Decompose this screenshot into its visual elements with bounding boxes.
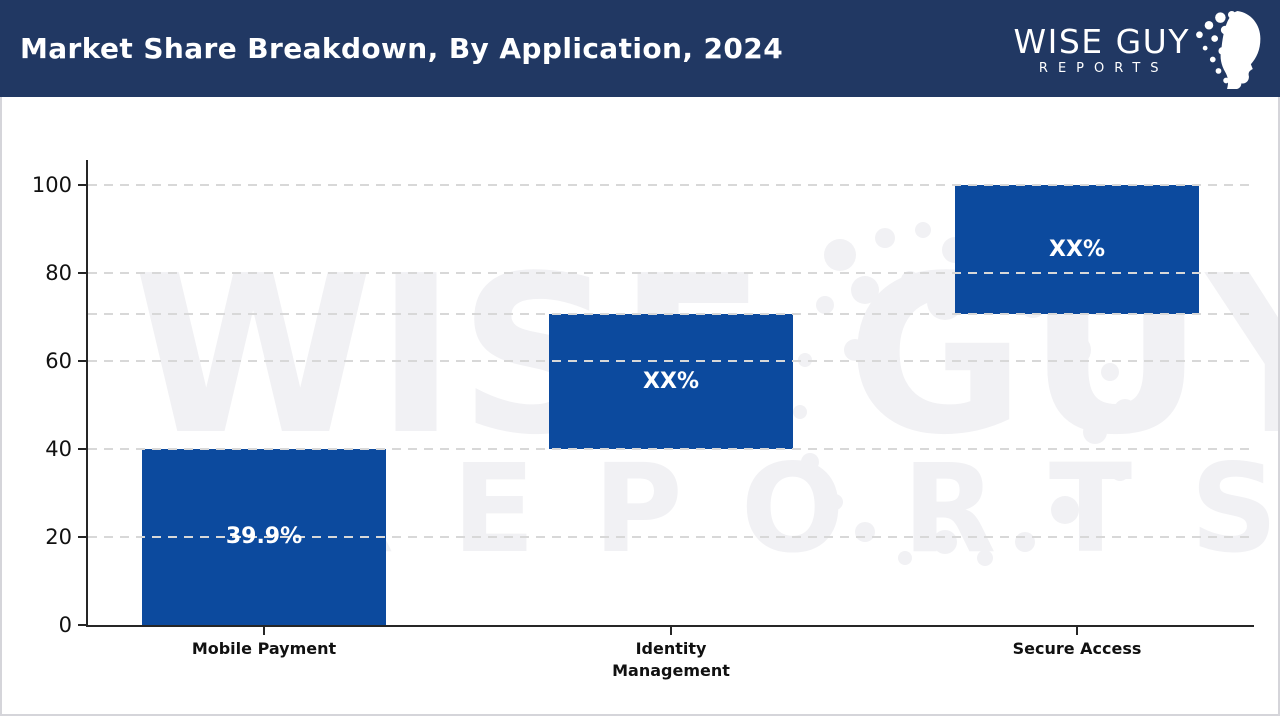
- gridline-40: [88, 448, 1254, 450]
- left-border: [0, 97, 2, 716]
- gridline-100: [88, 184, 1254, 186]
- y-tick-label-60: 60: [45, 349, 72, 373]
- brand-logo-text: WISE GUY REPORTS: [1013, 21, 1190, 77]
- brand-head-icon: [1196, 10, 1261, 90]
- y-tick-label-80: 80: [45, 261, 72, 285]
- category-label-line: Mobile Payment: [191, 639, 337, 658]
- y-tick-label-20: 20: [45, 525, 72, 549]
- y-tickmark-80: [78, 272, 86, 274]
- y-tickmark-20: [78, 536, 86, 538]
- page-title: Market Share Breakdown, By Application, …: [20, 32, 784, 65]
- category-label-secure-access: Secure Access: [927, 638, 1227, 660]
- bar-value-mobile-payment: 39.9%: [225, 524, 303, 550]
- y-tickmark-40: [78, 448, 86, 450]
- bar-secure-access: [955, 185, 1199, 315]
- bottom-border: [0, 714, 1280, 716]
- category-label-identity-management: Identity Management: [521, 638, 821, 682]
- brand-name: WISE GUY: [1013, 21, 1190, 61]
- x-tickmark-mobile-payment: [263, 627, 265, 635]
- right-border: [1278, 97, 1280, 716]
- bar-identity-management: [549, 314, 793, 450]
- category-label-line: Identity: [635, 639, 707, 658]
- category-label-mobile-payment: Mobile Payment: [114, 638, 414, 660]
- gridline-20: [88, 536, 1254, 538]
- y-tick-label-40: 40: [45, 437, 72, 461]
- y-tick-label-100: 100: [31, 173, 72, 197]
- gridline-70.6: [88, 313, 1254, 316]
- watermark-subtext: REPORTS: [300, 438, 1280, 580]
- brand-subtitle: REPORTS: [1038, 61, 1169, 77]
- bar-value-identity-management: XX%: [643, 368, 699, 394]
- header-bar: Market Share Breakdown, By Application, …: [0, 0, 1280, 97]
- bar-value-secure-access: XX%: [1049, 236, 1105, 262]
- y-tickmark-100: [78, 184, 86, 186]
- y-tickmark-60: [78, 360, 86, 362]
- x-tickmark-identity-management: [670, 627, 672, 635]
- category-label-line: Management: [612, 661, 730, 680]
- category-label-line: Secure Access: [1012, 639, 1142, 658]
- y-tick-label-0: 0: [58, 613, 72, 637]
- gridline-60: [88, 360, 1254, 362]
- x-axis: [86, 625, 1254, 627]
- brand-logo: WISE GUY REPORTS: [1013, 10, 1264, 90]
- y-tickmark-0: [78, 624, 86, 626]
- gridline-80: [88, 272, 1254, 274]
- y-axis: [86, 160, 88, 627]
- x-tickmark-secure-access: [1076, 627, 1078, 635]
